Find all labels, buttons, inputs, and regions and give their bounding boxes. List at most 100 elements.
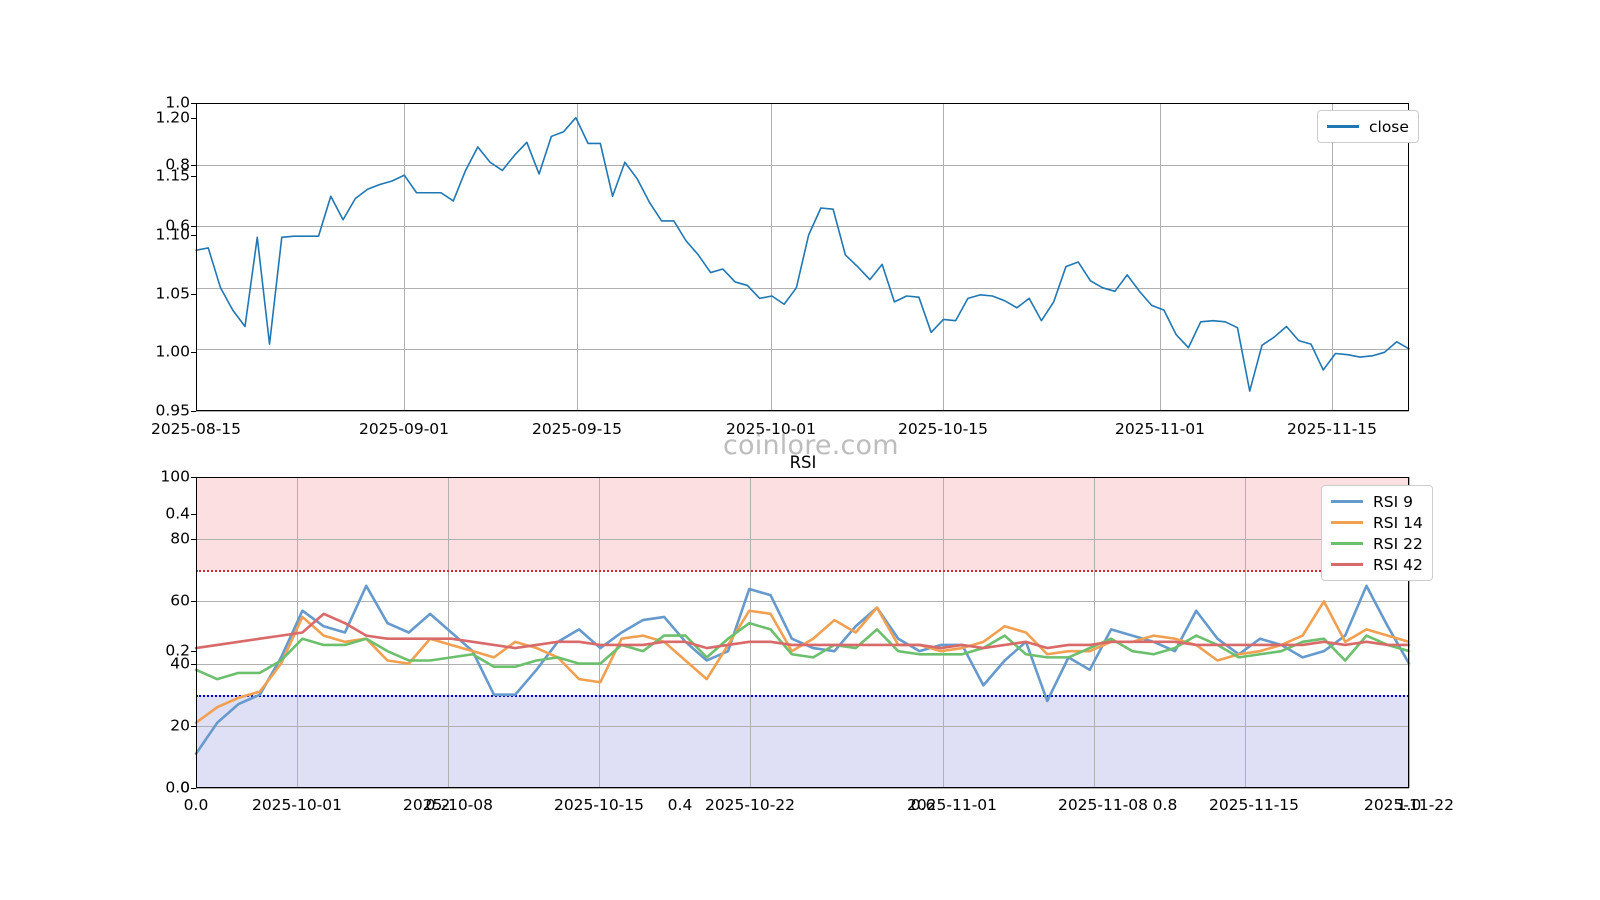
rsi-x-tick-label: 2025-11-22 xyxy=(1363,796,1455,814)
rsi-y-tick-label-secondary: 0.2 xyxy=(165,641,190,660)
rsi-y-tick-label: 0 xyxy=(180,778,190,797)
gridline xyxy=(196,349,1409,351)
rsi-chart-panel: RSI 9 RSI 14 RSI 22 RSI 42 xyxy=(194,477,1433,789)
rsi-x-tick-label: 2025-10-01 xyxy=(251,796,343,814)
y-tickmark xyxy=(191,663,196,665)
gridline xyxy=(196,539,1409,541)
gridline xyxy=(448,477,449,788)
y-tickmark xyxy=(191,164,196,166)
rsi-y-tick-label: 20 xyxy=(170,716,190,735)
rsi-x-tick-label: 2025-11-01 xyxy=(906,796,998,814)
rsi-y-tick-label-secondary: 0.4 xyxy=(165,504,190,523)
price-y-tick-label: 1.15 xyxy=(155,166,190,185)
y-tickmark xyxy=(191,411,196,413)
legend-color-swatch-icon xyxy=(1331,500,1363,503)
y-tickmark xyxy=(191,117,196,119)
gridline xyxy=(196,226,1409,228)
y-tickmark xyxy=(191,293,196,295)
gridline xyxy=(404,103,405,411)
price-x-tick-label: 2025-09-01 xyxy=(358,420,450,438)
gridline xyxy=(771,103,772,411)
rsi-x-tick-label-secondary: 0.2 xyxy=(425,796,451,814)
close-series-line xyxy=(195,116,1410,392)
y-tickmark xyxy=(191,103,196,105)
rsi-y-tick-label: 100 xyxy=(160,467,190,486)
rsi-legend-item[interactable]: RSI 9 xyxy=(1331,491,1423,512)
watermark: coinlore.com xyxy=(723,430,899,461)
y-tickmark xyxy=(191,226,196,228)
rsi-x-tick-label-secondary: 0.4 xyxy=(667,796,693,814)
legend-color-swatch-icon xyxy=(1327,125,1359,128)
price-legend[interactable]: close xyxy=(1317,110,1419,143)
rsi-series-rsi-42 xyxy=(194,612,1411,650)
y-tickmark xyxy=(191,725,196,727)
price-chart-panel: close xyxy=(195,103,1419,412)
rsi-x-tick-label: 2025-10-15 xyxy=(553,796,645,814)
price-x-tick-label: 2025-10-15 xyxy=(897,420,989,438)
rsi-x-tick-label-secondary: 1.0 xyxy=(1396,796,1422,814)
rsi-x-tick-label-secondary: 0.0 xyxy=(183,796,209,814)
y-tickmark xyxy=(191,352,196,354)
gridline xyxy=(1245,477,1246,788)
price-y-tick-label: 1.05 xyxy=(155,283,190,302)
price-x-tick-label: 2025-10-01 xyxy=(725,420,817,438)
gridline xyxy=(943,103,944,411)
legend-color-swatch-icon xyxy=(1331,521,1363,524)
price-y-tick-label: 1.00 xyxy=(155,342,190,361)
legend-label: RSI 9 xyxy=(1373,492,1413,511)
y-tickmark xyxy=(191,176,196,178)
rsi-legend[interactable]: RSI 9 RSI 14 RSI 22 RSI 42 xyxy=(1321,485,1433,581)
rsi-series-lines xyxy=(194,584,1411,756)
gridline xyxy=(943,477,944,788)
rsi-legend-item[interactable]: RSI 14 xyxy=(1331,512,1423,533)
gridline xyxy=(577,103,578,411)
y-tickmark xyxy=(191,235,196,237)
gridline xyxy=(1160,103,1161,411)
rsi-y-tick-label-secondary: 0.0 xyxy=(165,778,190,797)
rsi-x-tick-label-secondary: 0.6 xyxy=(910,796,936,814)
gridline xyxy=(196,411,1409,412)
legend-color-swatch-icon xyxy=(1331,542,1363,545)
rsi-panel-title: RSI xyxy=(789,453,817,472)
price-legend-item[interactable]: close xyxy=(1327,116,1409,137)
rsi-series-rsi-9 xyxy=(194,584,1411,756)
rsi-y-tick-label: 80 xyxy=(170,529,190,548)
rsi-x-tick-label-secondary: 0.8 xyxy=(1152,796,1178,814)
rsi-y-tick-label: 40 xyxy=(170,653,190,672)
y-tickmark xyxy=(191,477,196,479)
price-x-tick-label: 2025-11-15 xyxy=(1286,420,1378,438)
legend-color-swatch-icon xyxy=(1331,563,1363,566)
gridline xyxy=(196,663,1409,665)
y-tickmark xyxy=(191,539,196,541)
gridline xyxy=(196,725,1409,727)
rsi-x-tick-label: 2025-11-08 xyxy=(1057,796,1149,814)
rsi-series-rsi-22 xyxy=(194,621,1411,681)
legend-label: close xyxy=(1369,117,1409,136)
rsi-legend-item[interactable]: RSI 42 xyxy=(1331,554,1423,575)
price-y-tick-label-secondary: 0.6 xyxy=(165,216,190,235)
oversold-threshold-line xyxy=(196,694,1409,697)
gridline xyxy=(196,287,1409,289)
rsi-plot-frame xyxy=(196,477,1409,788)
gridline xyxy=(196,788,1409,789)
rsi-x-tick-label: 2025-10-22 xyxy=(704,796,796,814)
price-y-tick-label-secondary: 0.8 xyxy=(165,154,190,173)
gridline xyxy=(1409,477,1410,788)
y-tickmark xyxy=(191,601,196,603)
gridline xyxy=(196,601,1409,603)
gridline xyxy=(599,477,600,788)
y-tickmark xyxy=(191,788,196,790)
price-x-tick-label: 2025-11-01 xyxy=(1114,420,1206,438)
rsi-legend-item[interactable]: RSI 22 xyxy=(1331,533,1423,554)
legend-label: RSI 14 xyxy=(1373,513,1423,532)
price-x-tick-label: 2025-08-15 xyxy=(150,420,242,438)
rsi-y-tick-label: 60 xyxy=(170,591,190,610)
gridline xyxy=(1094,477,1095,788)
gridline xyxy=(196,164,1409,166)
rsi-x-tick-label: 2025-10-08 xyxy=(402,796,494,814)
gridline xyxy=(1332,103,1333,411)
rsi-x-tick-label: 2025-11-15 xyxy=(1208,796,1300,814)
oversold-band xyxy=(196,694,1409,788)
overbought-threshold-line xyxy=(196,570,1409,573)
